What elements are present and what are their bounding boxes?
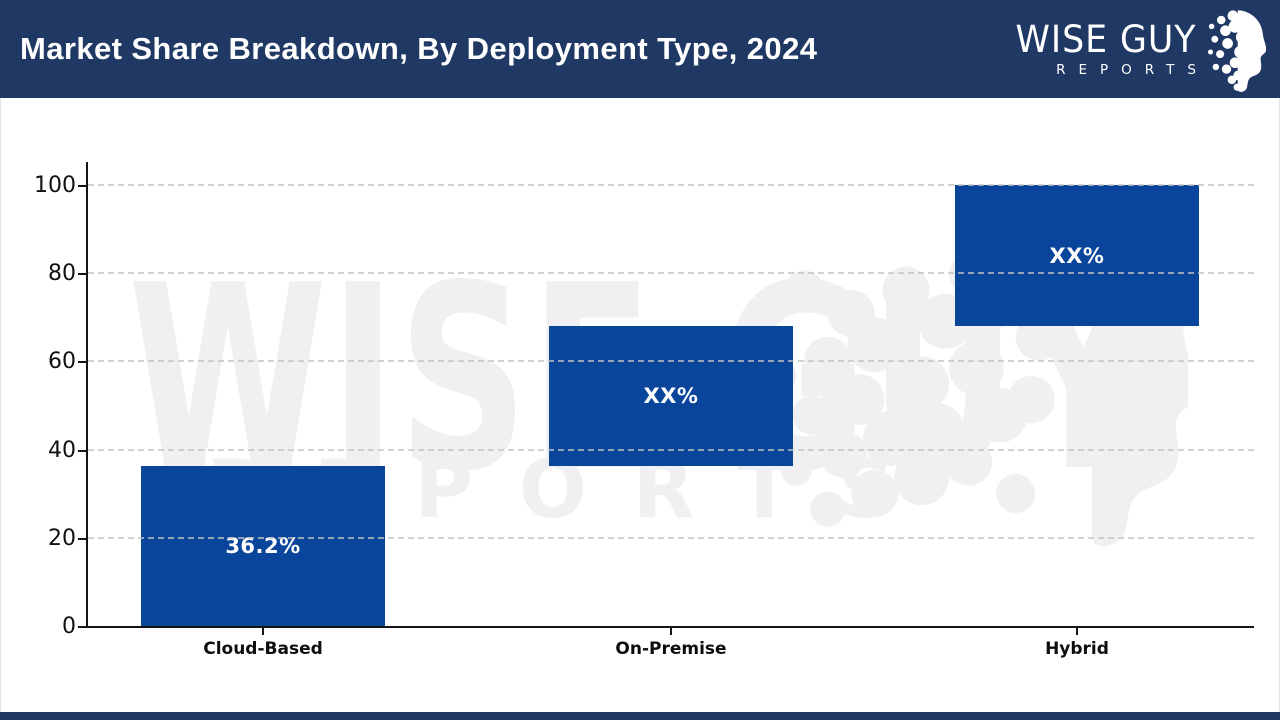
gridline-y40 <box>88 448 1254 451</box>
logo-subtext: REPORTS <box>1056 61 1209 78</box>
x-category-label: Hybrid <box>1045 639 1109 659</box>
y-tick-mark <box>78 185 86 187</box>
wise-guy-logo: WISE GUY REPORTS <box>1015 4 1268 94</box>
header-bar: Market Share Breakdown, By Deployment Ty… <box>0 0 1280 98</box>
gridline-y80 <box>88 272 1254 275</box>
y-tick-mark <box>78 449 86 452</box>
footer-bar <box>0 712 1280 720</box>
gridline-y20 <box>88 536 1254 539</box>
bar-hybrid: XX% <box>955 185 1199 327</box>
logo-wordmark-block: WISE GUY REPORTS <box>1004 18 1196 77</box>
face-profile-icon <box>1207 10 1266 92</box>
y-tick-label: 40 <box>48 437 76 463</box>
bar-value-label: XX% <box>1049 243 1105 268</box>
x-tick-mark <box>1076 628 1078 635</box>
y-tick-mark <box>78 273 86 276</box>
y-tick-mark <box>78 361 86 364</box>
y-tick-label: 80 <box>48 261 76 287</box>
bar-cloud-based: 36.2% <box>141 466 385 626</box>
x-tick-mark <box>262 628 264 635</box>
bar-value-label: XX% <box>643 384 699 409</box>
x-tick-mark <box>670 628 672 635</box>
chart-title: Market Share Breakdown, By Deployment Ty… <box>20 31 818 66</box>
x-category-label: Cloud-Based <box>203 639 323 659</box>
y-tick-label: 0 <box>62 614 76 639</box>
x-axis-line <box>86 626 1254 628</box>
bar-on-premise: XX% <box>549 326 793 467</box>
y-tick-label: 20 <box>48 525 76 551</box>
y-axis-line <box>86 162 88 628</box>
y-tick-label: 100 <box>34 173 76 198</box>
gridline-y60 <box>88 360 1254 363</box>
y-tick-label: 60 <box>48 349 76 375</box>
x-category-label: On-Premise <box>615 639 727 659</box>
gridline-y100 <box>88 184 1254 186</box>
y-tick-mark <box>78 537 86 540</box>
logo-wordmark: WISE GUY <box>1015 18 1196 61</box>
y-tick-mark <box>78 626 86 628</box>
